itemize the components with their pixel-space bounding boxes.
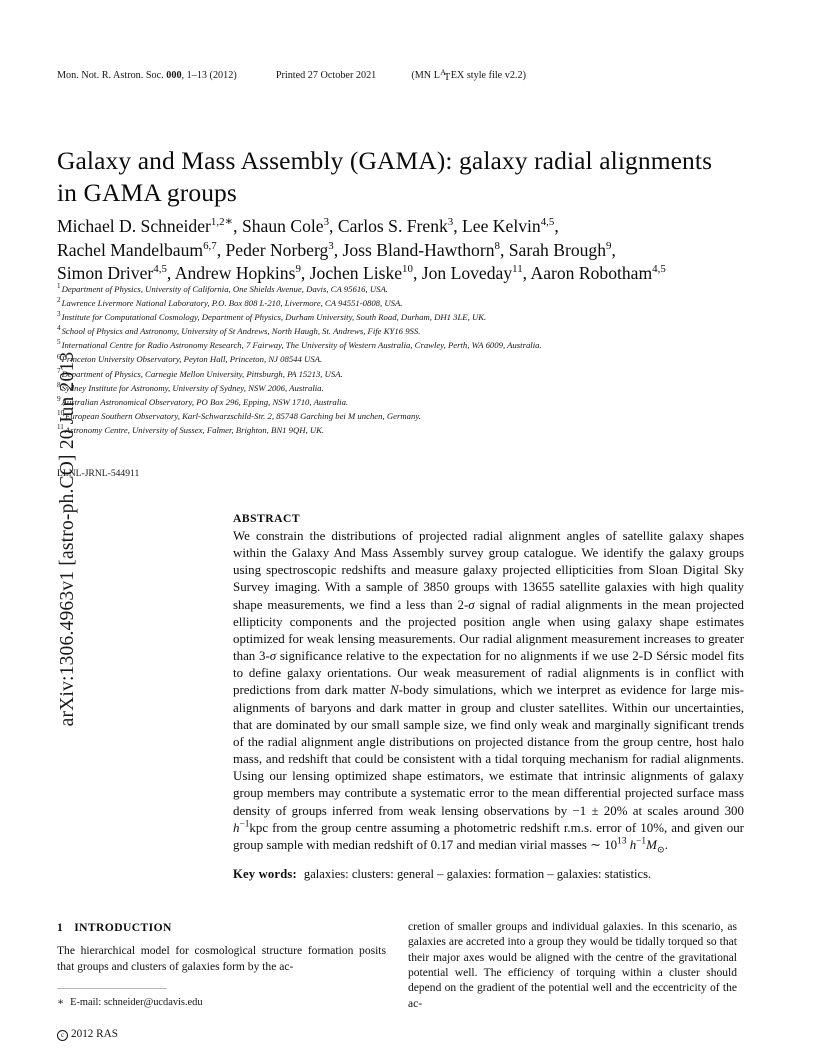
- affiliation-number: 4: [57, 324, 61, 333]
- abstract-body: We constrain the distributions of projec…: [233, 528, 744, 856]
- affiliation-item: 5International Centre for Radio Astronom…: [57, 338, 797, 352]
- affiliation-number: 9: [57, 394, 61, 403]
- abstract-heading: ABSTRACT: [233, 512, 301, 525]
- printed-date: Printed 27 October 2021: [275, 70, 377, 81]
- affiliation-item: 2Lawrence Livermore National Laboratory,…: [57, 296, 797, 310]
- footnote-text: E-mail: schneider@ucdavis.edu: [70, 997, 203, 1008]
- affiliation-item: 11Astronomy Centre, University of Sussex…: [57, 423, 797, 437]
- affiliation-item: 6Princeton University Observatory, Peyto…: [57, 352, 797, 366]
- page-range: , 1–13 (2012): [181, 70, 237, 81]
- latex-style-note: (MN LATEX style file v2.2): [411, 68, 526, 84]
- copyright-line: c 2012 RAS: [57, 1028, 118, 1041]
- author-list: Michael D. Schneider1,2∗, Shaun Cole3, C…: [57, 215, 777, 286]
- affiliation-number: 7: [57, 366, 61, 375]
- affiliation-text: Princeton University Observatory, Peyton…: [61, 354, 323, 365]
- affiliation-item: 3Institute for Computational Cosmology, …: [57, 310, 797, 324]
- footnote-email: ∗ E-mail: schneider@ucdavis.edu: [57, 996, 203, 1008]
- affiliation-number: 2: [57, 296, 61, 305]
- section-title: INTRODUCTION: [74, 921, 172, 934]
- body-column-left: 1 INTRODUCTION The hierarchical model for…: [57, 920, 386, 975]
- section-number: 1: [57, 921, 64, 934]
- affiliation-number: 5: [57, 338, 61, 347]
- volume-number: 000: [166, 70, 182, 81]
- affiliation-number: 6: [57, 352, 61, 361]
- keywords-label: Key words:: [233, 866, 297, 881]
- affiliation-text: Sydney Institute for Astronomy, Universi…: [61, 382, 324, 393]
- affiliation-text: European Southern Observatory, Karl-Schw…: [65, 410, 421, 421]
- affiliation-number: 1: [57, 282, 61, 291]
- affiliation-text: Institute for Computational Cosmology, D…: [61, 312, 487, 323]
- report-number: LLNL-JRNL-544911: [57, 468, 140, 479]
- affiliation-text: Department of Physics, University of Cal…: [61, 284, 388, 294]
- affiliation-item: 9Australian Astronomical Observatory, PO…: [57, 395, 797, 409]
- affiliation-item: 8Sydney Institute for Astronomy, Univers…: [57, 381, 797, 395]
- affiliation-number: 10: [57, 408, 65, 417]
- author-line: Rachel Mandelbaum6,7, Peder Norberg3, Jo…: [57, 239, 616, 260]
- affiliation-text: Australian Astronomical Observatory, PO …: [61, 396, 349, 407]
- keywords-values: galaxies: clusters: general – galaxies: …: [303, 866, 652, 881]
- affiliation-number: 8: [57, 380, 61, 389]
- footnote-separator: [57, 988, 167, 989]
- affiliation-text: Lawrence Livermore National Laboratory, …: [61, 298, 403, 309]
- affiliation-item: 7Department of Physics, Carnegie Mellon …: [57, 367, 797, 381]
- affiliation-item: 1Department of Physics, University of Ca…: [57, 282, 797, 296]
- keywords-line: Key words: galaxies: clusters: general – …: [233, 866, 744, 882]
- affiliation-text: School of Physics and Astronomy, Univers…: [61, 326, 421, 337]
- intro-paragraph-left: The hierarchical model for cosmological …: [57, 945, 386, 973]
- affiliation-list: 1Department of Physics, University of Ca…: [57, 282, 797, 437]
- copyright-icon: c: [57, 1029, 68, 1041]
- affiliation-item: 4School of Physics and Astronomy, Univer…: [57, 324, 797, 338]
- page-title: Galaxy and Mass Assembly (GAMA): galaxy …: [57, 146, 713, 208]
- journal-name: Mon. Not. R. Astron. Soc.: [57, 70, 164, 81]
- abstract-section: ABSTRACT We constrain the distributions …: [233, 512, 744, 882]
- author-line: Simon Driver4,5, Andrew Hopkins9, Jochen…: [57, 263, 666, 284]
- affiliation-text: Department of Physics, Carnegie Mellon U…: [61, 368, 343, 379]
- affiliation-number: 3: [57, 310, 61, 319]
- intro-paragraph-right: cretion of smaller groups and individual…: [408, 921, 737, 1010]
- affiliation-item: 10European Southern Observatory, Karl-Sc…: [57, 409, 797, 423]
- affiliation-text: Astronomy Centre, University of Sussex, …: [64, 424, 325, 435]
- author-line: Michael D. Schneider1,2∗, Shaun Cole3, C…: [57, 214, 559, 236]
- copyright-text: 2012 RAS: [71, 1028, 118, 1040]
- affiliation-text: International Centre for Radio Astronomy…: [61, 340, 542, 351]
- footnote-marker: ∗: [57, 997, 65, 1008]
- section-heading: 1 INTRODUCTION: [57, 920, 386, 935]
- running-head: Mon. Not. R. Astron. Soc. 000, 1–13 (201…: [57, 68, 757, 84]
- affiliation-number: 11: [57, 423, 64, 432]
- body-column-right: cretion of smaller groups and individual…: [408, 920, 737, 1012]
